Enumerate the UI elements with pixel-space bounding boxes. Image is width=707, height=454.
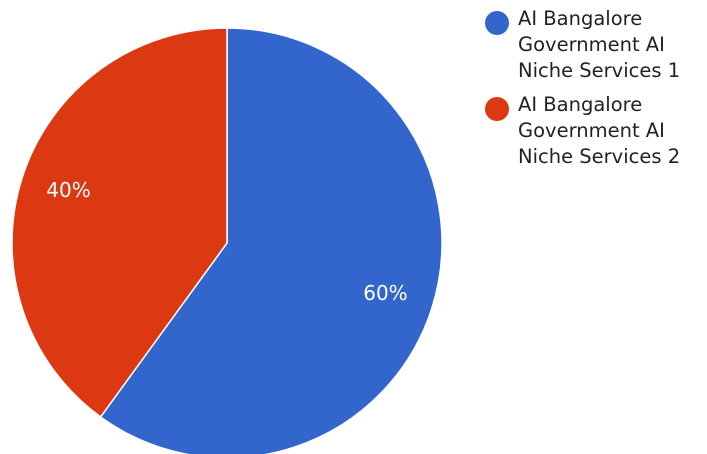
legend: AI Bangalore Government AI Niche Service… [485,6,707,178]
pie-slice-series-1[interactable] [99,27,443,454]
slice-label-series-1: 60% [363,281,407,305]
legend-item-series-1[interactable]: AI Bangalore Government AI Niche Service… [485,6,707,84]
slice-label-series-2: 40% [46,178,90,202]
legend-swatch-series-2 [485,97,509,121]
legend-swatch-series-1 [485,11,509,35]
pie-slice-series-2[interactable] [11,27,228,418]
legend-label-series-2: AI Bangalore Government AI Niche Service… [518,93,681,168]
legend-label-series-1: AI Bangalore Government AI Niche Service… [518,7,681,82]
legend-item-series-2[interactable]: AI Bangalore Government AI Niche Service… [485,92,707,170]
